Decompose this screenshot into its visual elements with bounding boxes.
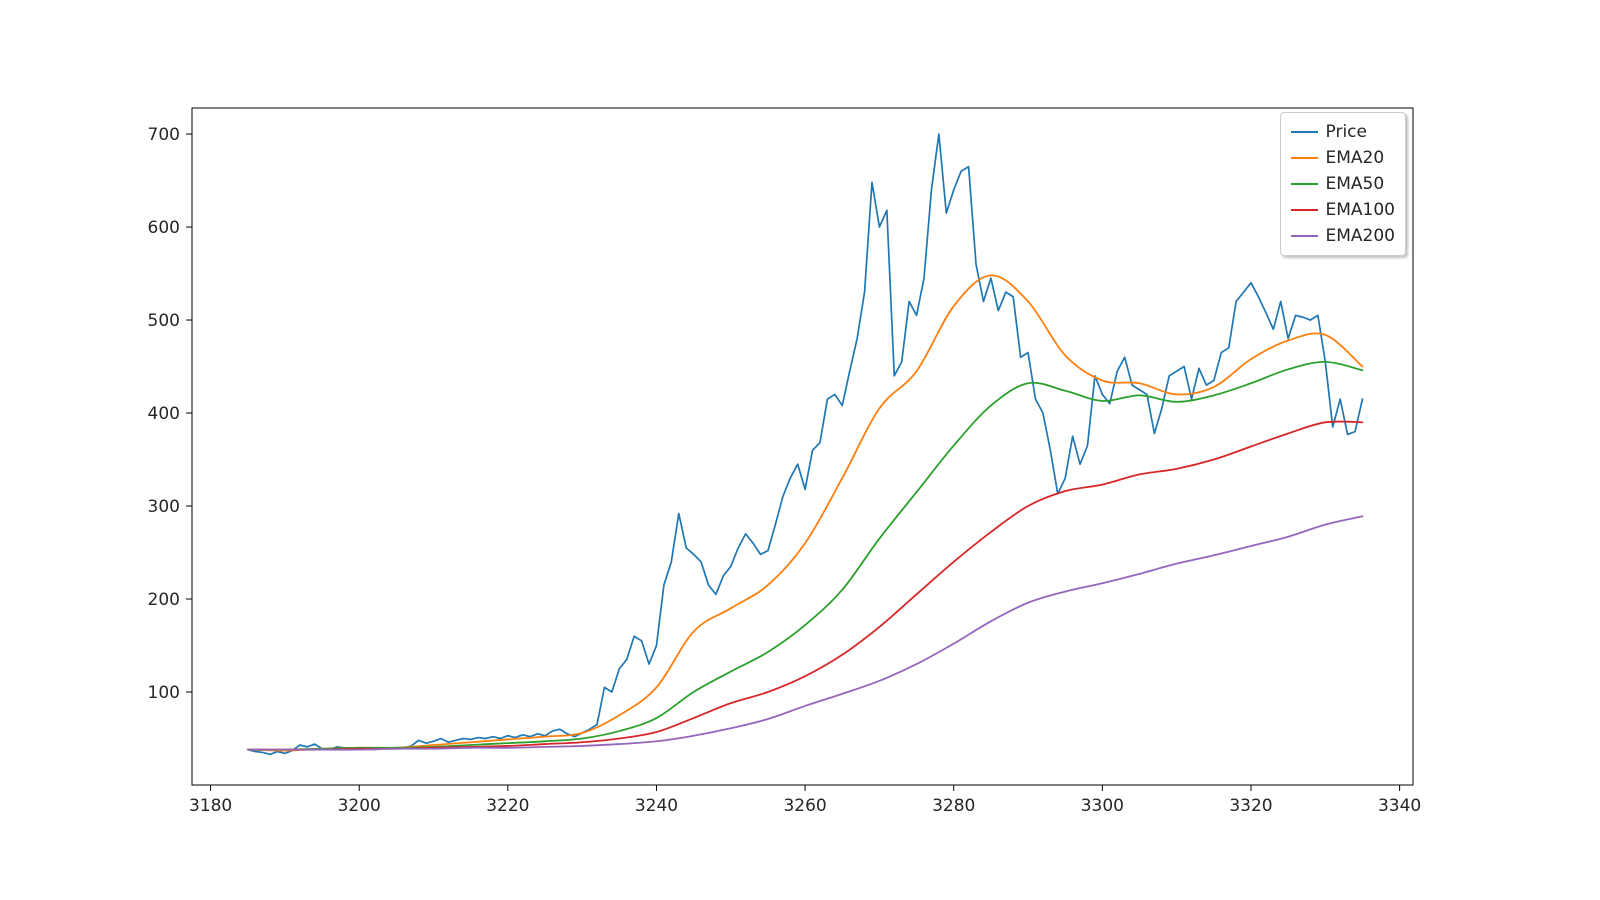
series-line-ema100: [246, 420, 1364, 751]
x-tick-label: 3340: [1378, 796, 1421, 816]
legend-line-swatch: [1290, 235, 1318, 237]
x-axis: 3180 3200 3220 3240 3260 3280 3300 3320 3340: [189, 785, 1421, 816]
legend-line-swatch: [1290, 209, 1318, 211]
x-tick-label: 3280: [932, 796, 975, 816]
x-tick-label: 3180: [189, 796, 232, 816]
legend-label: EMA20: [1325, 148, 1385, 168]
legend-line-swatch: [1290, 157, 1318, 159]
y-tick-label: 200: [148, 590, 180, 610]
legend-item-price: Price: [1290, 119, 1396, 145]
x-tick-label: 3240: [635, 796, 678, 816]
y-tick-label: 400: [148, 404, 180, 424]
x-tick-label: 3320: [1229, 796, 1272, 816]
axes-spines: [191, 107, 1414, 786]
series-line-ema50: [246, 360, 1364, 751]
y-tick-label: 300: [148, 497, 180, 517]
legend-item-ema100: EMA100: [1290, 197, 1396, 223]
series-line-ema200: [246, 515, 1364, 751]
y-axis: 100 200 300 400 500 600 700: [148, 125, 192, 703]
x-tick-label: 3260: [783, 796, 826, 816]
y-tick-label: 500: [148, 311, 180, 331]
legend-label: EMA50: [1325, 174, 1385, 194]
legend-label: EMA100: [1325, 200, 1396, 220]
x-tick-label: 3200: [338, 796, 381, 816]
y-tick-label: 700: [148, 125, 180, 145]
series-line-ema20: [246, 274, 1364, 752]
series-line-price: [246, 133, 1364, 756]
legend-item-ema50: EMA50: [1290, 171, 1396, 197]
legend-line-swatch: [1290, 183, 1318, 185]
y-tick-label: 100: [148, 683, 180, 703]
x-tick-label: 3300: [1081, 796, 1124, 816]
y-tick-label: 600: [148, 218, 180, 238]
legend-label: Price: [1325, 122, 1367, 142]
legend: Price EMA20 EMA50 EMA100 EMA200: [1279, 112, 1406, 256]
legend-item-ema200: EMA200: [1290, 223, 1396, 249]
series-lines: [246, 133, 1364, 756]
legend-line-swatch: [1290, 131, 1318, 133]
legend-item-ema20: EMA20: [1290, 145, 1396, 171]
x-tick-label: 3220: [486, 796, 529, 816]
legend-label: EMA200: [1325, 226, 1396, 246]
